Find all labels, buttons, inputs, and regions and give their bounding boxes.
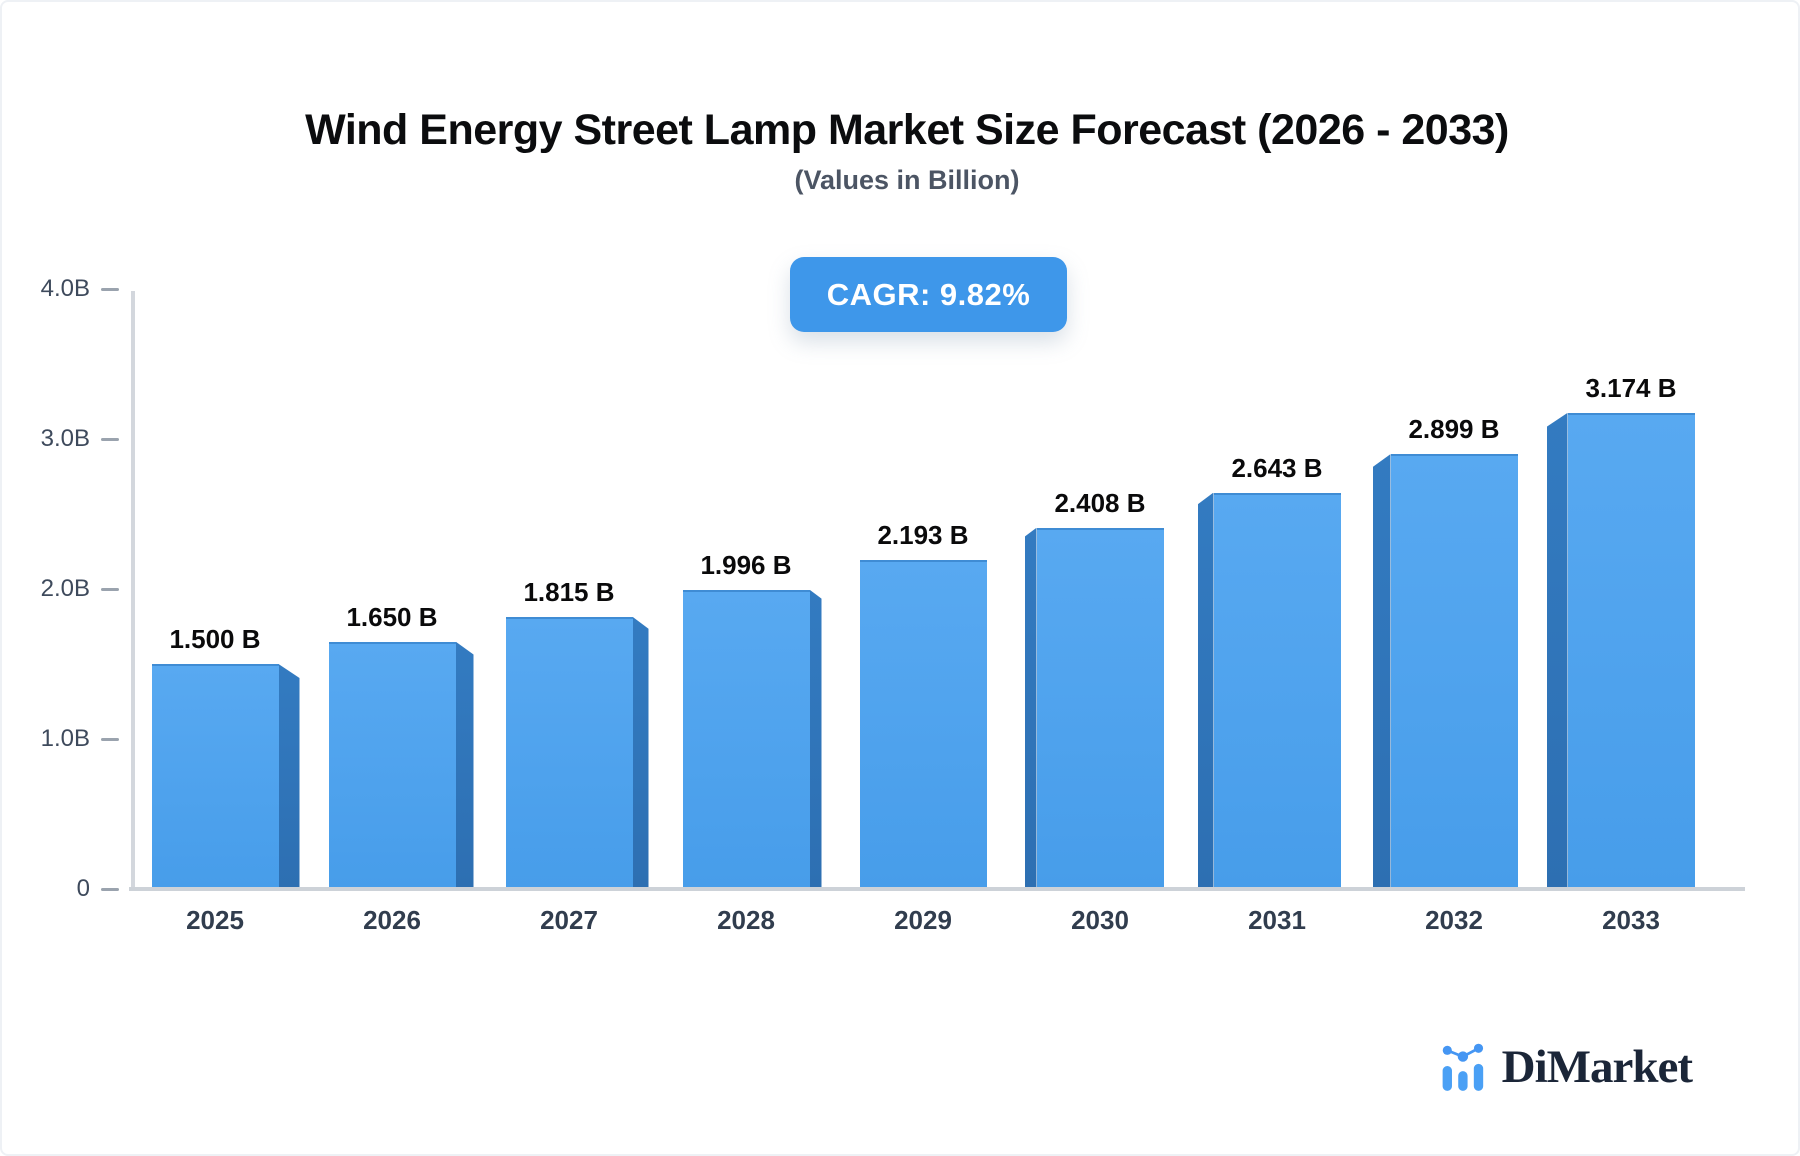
bar-side-2031 bbox=[1197, 492, 1214, 887]
bar-side-2026 bbox=[455, 641, 474, 887]
bar-side-2032 bbox=[1372, 454, 1391, 887]
bar-face-2030 bbox=[1036, 527, 1164, 887]
bar-value-label: 2.193 B bbox=[877, 520, 969, 551]
bar-value-label: 1.500 B bbox=[169, 624, 261, 654]
bar-face-2031 bbox=[1213, 492, 1341, 887]
bar-side-2030 bbox=[1024, 527, 1037, 887]
bar-face-2028 bbox=[682, 589, 810, 887]
bar-value-label: 1.996 B bbox=[700, 549, 792, 580]
bar-value-label: 1.815 B bbox=[523, 576, 615, 607]
y-axis-tick bbox=[101, 437, 119, 441]
x-axis-label: 2031 bbox=[1248, 905, 1306, 935]
bar-side-2028 bbox=[809, 589, 822, 887]
bar-value-label: 2.643 B bbox=[1231, 452, 1323, 483]
brand-name: DiMarket bbox=[1501, 1041, 1693, 1093]
chart-subtitle: (Values in Billion) bbox=[794, 165, 1020, 195]
x-axis-label: 2030 bbox=[1071, 905, 1129, 935]
bar-face-2027 bbox=[505, 616, 633, 887]
bar-face-2025 bbox=[151, 664, 279, 887]
chart-title: Wind Energy Street Lamp Market Size Fore… bbox=[305, 106, 1509, 154]
bar-face-2026 bbox=[328, 641, 456, 887]
y-axis-label: 1.0B bbox=[40, 725, 90, 752]
bar-value-label: 3.174 B bbox=[1585, 372, 1677, 403]
y-axis-label: 4.0B bbox=[40, 275, 90, 302]
y-axis-label: 0 bbox=[76, 875, 90, 902]
bar-side-2033 bbox=[1546, 412, 1568, 887]
bar-value-label: 2.408 B bbox=[1054, 487, 1146, 518]
x-axis-label: 2025 bbox=[186, 905, 244, 935]
bar-value-label: 2.899 B bbox=[1408, 414, 1500, 445]
y-axis-label: 2.0B bbox=[40, 575, 90, 602]
x-axis-label: 2028 bbox=[717, 905, 775, 935]
x-axis-label: 2033 bbox=[1602, 905, 1660, 935]
brand-logo: DiMarket bbox=[1442, 1040, 1693, 1094]
x-axis-label: 2027 bbox=[540, 905, 598, 935]
y-axis-tick bbox=[101, 887, 119, 891]
cagr-badge-label: CAGR: 9.82% bbox=[826, 276, 1031, 312]
bar-face-2032 bbox=[1390, 454, 1518, 887]
y-axis-tick bbox=[101, 587, 119, 591]
x-axis-label: 2029 bbox=[894, 905, 952, 935]
bar-value-label: 1.650 B bbox=[346, 601, 438, 632]
cagr-badge: CAGR: 9.82% bbox=[790, 257, 1067, 332]
y-axis-line bbox=[131, 291, 135, 891]
bar-face-2029 bbox=[859, 560, 987, 887]
bar-chart-trend-icon bbox=[1442, 1043, 1483, 1091]
y-axis-label: 3.0B bbox=[40, 425, 90, 452]
bar-side-2027 bbox=[632, 616, 649, 887]
x-axis-label: 2032 bbox=[1425, 905, 1483, 935]
x-axis-line bbox=[129, 887, 1745, 891]
x-axis-label: 2026 bbox=[363, 905, 421, 935]
bar-face-2033 bbox=[1567, 412, 1695, 887]
bar-side-2025 bbox=[278, 664, 300, 887]
y-axis-tick bbox=[101, 737, 119, 741]
y-axis-tick bbox=[101, 287, 119, 291]
